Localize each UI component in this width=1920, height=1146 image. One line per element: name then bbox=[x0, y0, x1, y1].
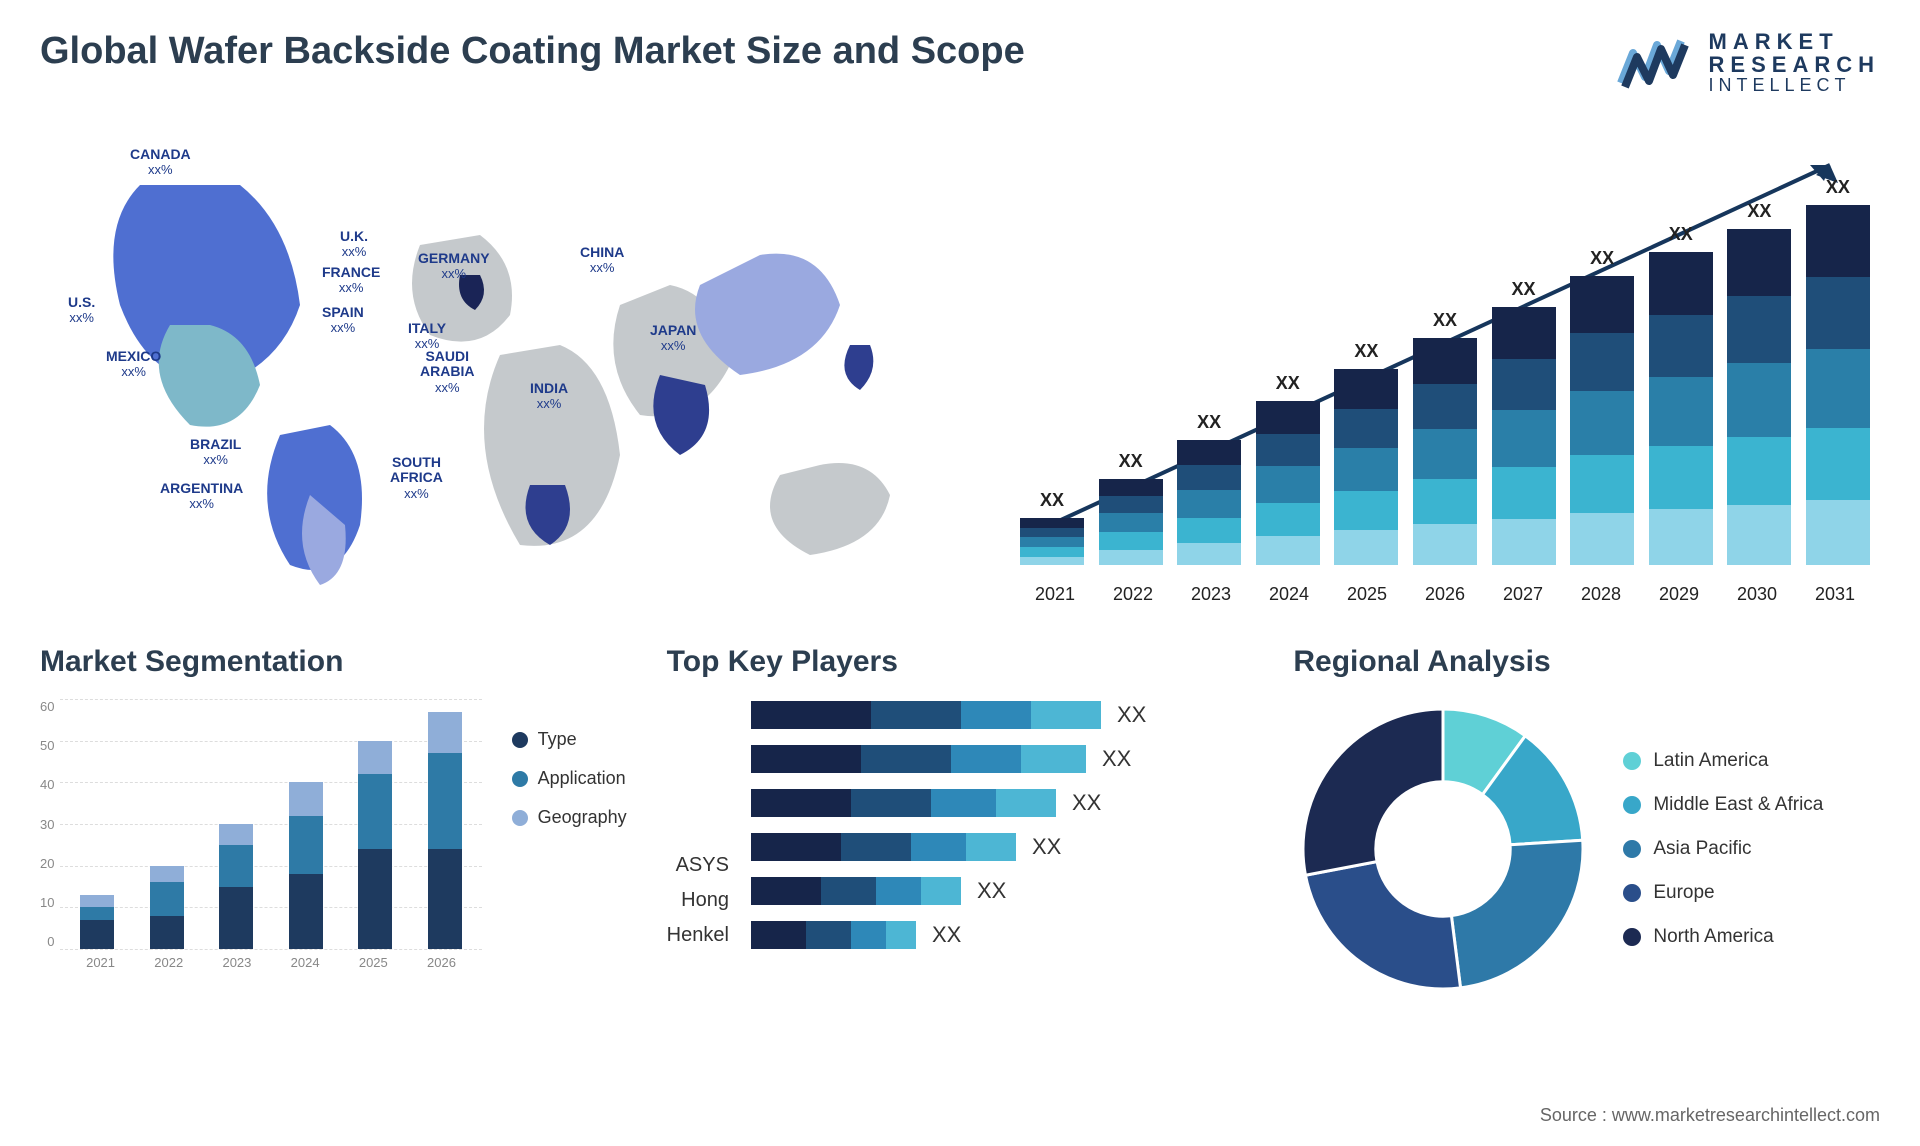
seg-legend-application: Application bbox=[512, 768, 627, 789]
growth-forecast-chart: XXXXXXXXXXXXXXXXXXXXXX 20212022202320242… bbox=[1010, 125, 1880, 605]
logo-mark-icon bbox=[1617, 33, 1697, 93]
players-title: Top Key Players bbox=[667, 645, 1254, 679]
segmentation-panel: Market Segmentation 6050403020100 202120… bbox=[40, 645, 627, 999]
players-row-4: XX bbox=[749, 875, 1253, 907]
regional-panel: Regional Analysis Latin America Middle Ea… bbox=[1293, 645, 1880, 999]
map-label-france: FRANCExx% bbox=[322, 265, 380, 296]
players-row-3: XX bbox=[749, 831, 1253, 863]
growth-bar-2028: XX bbox=[1570, 276, 1634, 566]
seg-bar-2022 bbox=[150, 866, 184, 949]
map-label-canada: CANADAxx% bbox=[130, 147, 191, 178]
map-label-brazil: BRAZILxx% bbox=[190, 437, 241, 468]
reg-legend-europe: Europe bbox=[1623, 882, 1823, 904]
map-label-mexico: MEXICOxx% bbox=[106, 349, 161, 380]
growth-bar-2022: XX bbox=[1099, 479, 1163, 565]
map-label-argentina: ARGENTINAxx% bbox=[160, 481, 243, 512]
regional-donut bbox=[1293, 699, 1593, 999]
growth-bar-2023: XX bbox=[1177, 440, 1241, 565]
seg-bar-2024 bbox=[289, 782, 323, 949]
growth-bar-2027: XX bbox=[1492, 307, 1556, 565]
donut-slice-europe bbox=[1306, 862, 1461, 989]
players-panel: Top Key Players ASYSHongHenkel XXXXXXXXX… bbox=[667, 645, 1254, 999]
page-title: Global Wafer Backside Coating Market Siz… bbox=[40, 30, 1025, 73]
regional-title: Regional Analysis bbox=[1293, 645, 1880, 679]
map-label-india: INDIAxx% bbox=[530, 381, 568, 412]
source-attribution: Source : www.marketresearchintellect.com bbox=[1540, 1105, 1880, 1126]
map-label-saudiarabia: SAUDIARABIAxx% bbox=[420, 349, 474, 395]
players-row-5: XX bbox=[749, 919, 1253, 951]
reg-legend-latin-america: Latin America bbox=[1623, 750, 1823, 772]
world-map-svg bbox=[40, 125, 980, 605]
players-bars: XX XX XX XX XX XX bbox=[749, 699, 1253, 951]
map-label-us: U.S.xx% bbox=[68, 295, 95, 326]
logo-text: MARKET RESEARCH INTELLECT bbox=[1709, 30, 1880, 95]
players-row-0: XX bbox=[749, 699, 1253, 731]
reg-legend-asia-pacific: Asia Pacific bbox=[1623, 838, 1823, 860]
growth-bar-2025: XX bbox=[1334, 369, 1398, 565]
map-label-germany: GERMANYxx% bbox=[418, 251, 490, 282]
regional-legend: Latin America Middle East & Africa Asia Pa… bbox=[1623, 750, 1823, 948]
growth-bar-2024: XX bbox=[1256, 401, 1320, 565]
players-row-2: XX bbox=[749, 787, 1253, 819]
segmentation-y-axis: 6050403020100 bbox=[40, 699, 60, 949]
seg-bar-2025 bbox=[358, 741, 392, 949]
growth-bar-2031: XX bbox=[1806, 205, 1870, 565]
growth-bar-2026: XX bbox=[1413, 338, 1477, 565]
world-map: CANADAxx% U.S.xx% MEXICOxx% BRAZILxx% ARGENT… bbox=[40, 125, 980, 605]
players-row-1: XX bbox=[749, 743, 1253, 775]
donut-slice-asia-pacific bbox=[1452, 840, 1584, 988]
segmentation-bars bbox=[60, 699, 481, 949]
seg-legend-geography: Geography bbox=[512, 807, 627, 828]
seg-bar-2023 bbox=[219, 824, 253, 949]
map-label-spain: SPAINxx% bbox=[322, 305, 364, 336]
seg-legend-type: Type bbox=[512, 729, 627, 750]
reg-legend-middle-east---africa: Middle East & Africa bbox=[1623, 794, 1823, 816]
map-label-china: CHINAxx% bbox=[580, 245, 624, 276]
players-names: ASYSHongHenkel bbox=[667, 699, 729, 951]
map-label-southafrica: SOUTHAFRICAxx% bbox=[390, 455, 443, 501]
reg-legend-north-america: North America bbox=[1623, 926, 1823, 948]
donut-slice-north-america bbox=[1303, 709, 1443, 875]
map-label-japan: JAPANxx% bbox=[650, 323, 696, 354]
growth-bar-2021: XX bbox=[1020, 518, 1084, 565]
growth-bar-2030: XX bbox=[1727, 229, 1791, 565]
seg-bar-2021 bbox=[80, 895, 114, 949]
seg-bar-2026 bbox=[428, 712, 462, 949]
segmentation-legend: Type Application Geography bbox=[512, 729, 627, 989]
segmentation-x-axis: 202120222023202420252026 bbox=[60, 949, 481, 970]
brand-logo: MARKET RESEARCH INTELLECT bbox=[1617, 30, 1880, 95]
map-label-uk: U.K.xx% bbox=[340, 229, 368, 260]
growth-bar-2029: XX bbox=[1649, 252, 1713, 565]
segmentation-title: Market Segmentation bbox=[40, 645, 627, 679]
